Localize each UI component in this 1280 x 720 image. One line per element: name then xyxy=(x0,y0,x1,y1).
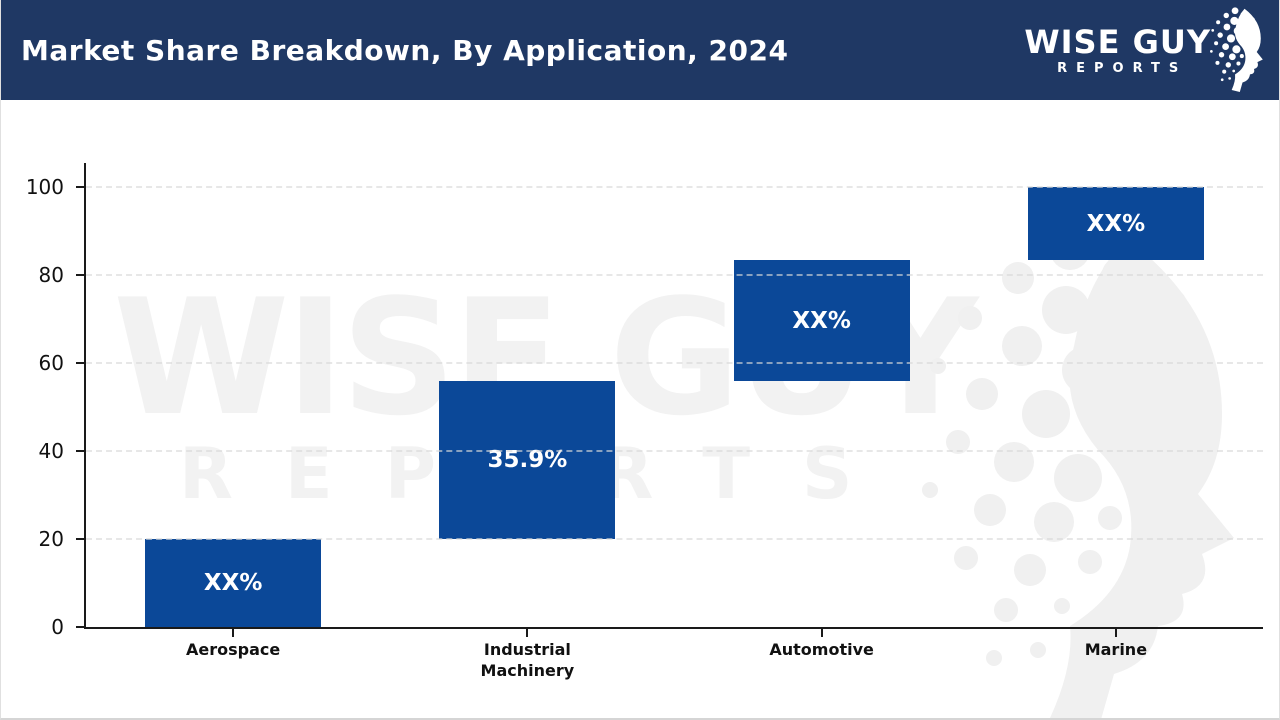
x-tick xyxy=(1114,629,1117,637)
page-title: Market Share Breakdown, By Application, … xyxy=(21,33,789,67)
logo-text: WISE GUY REPORTS xyxy=(1024,25,1211,76)
y-tick-label: 60 xyxy=(38,351,64,375)
bar-industrial-machinery: 35.9% xyxy=(439,381,616,539)
x-category-label: Industrial Machinery xyxy=(480,640,575,680)
y-tick xyxy=(76,538,84,540)
bar-value-label: XX% xyxy=(203,570,263,596)
x-tick xyxy=(820,629,823,637)
bar-aerospace: XX% xyxy=(145,539,322,627)
logo-subname: REPORTS xyxy=(1057,60,1188,76)
bar-value-label: XX% xyxy=(1086,210,1146,237)
y-axis-line xyxy=(84,163,86,629)
y-tick xyxy=(76,362,84,364)
gridline-60 xyxy=(86,362,1263,364)
y-tick xyxy=(76,450,84,452)
x-tick xyxy=(526,629,529,637)
gridline-100 xyxy=(86,186,1263,188)
y-tick-label: 80 xyxy=(38,263,64,287)
bar-value-label: XX% xyxy=(792,307,851,334)
y-tick-label: 20 xyxy=(38,527,64,551)
x-category-label: Automotive xyxy=(769,640,874,659)
gridline-40 xyxy=(86,450,1263,452)
x-category-label: Marine xyxy=(1084,640,1148,659)
bar-automotive: XX% xyxy=(733,260,910,382)
header-bar: Market Share Breakdown, By Application, … xyxy=(1,0,1279,100)
wiseguy-logo: WISE GUY REPORTS xyxy=(1024,6,1279,94)
y-tick xyxy=(76,186,84,188)
y-tick xyxy=(76,274,84,276)
gridline-20 xyxy=(86,538,1263,540)
logo-name: WISE GUY xyxy=(1024,22,1211,61)
y-tick-label: 0 xyxy=(51,615,64,639)
x-axis-line xyxy=(84,627,1263,629)
y-tick xyxy=(76,626,84,628)
x-tick xyxy=(232,629,235,637)
gridline-80 xyxy=(86,274,1263,276)
bar-marine: XX% xyxy=(1027,187,1204,261)
y-tick-label: 100 xyxy=(25,175,64,199)
y-tick-label: 40 xyxy=(38,439,64,463)
x-category-label: Aerospace xyxy=(186,640,281,659)
